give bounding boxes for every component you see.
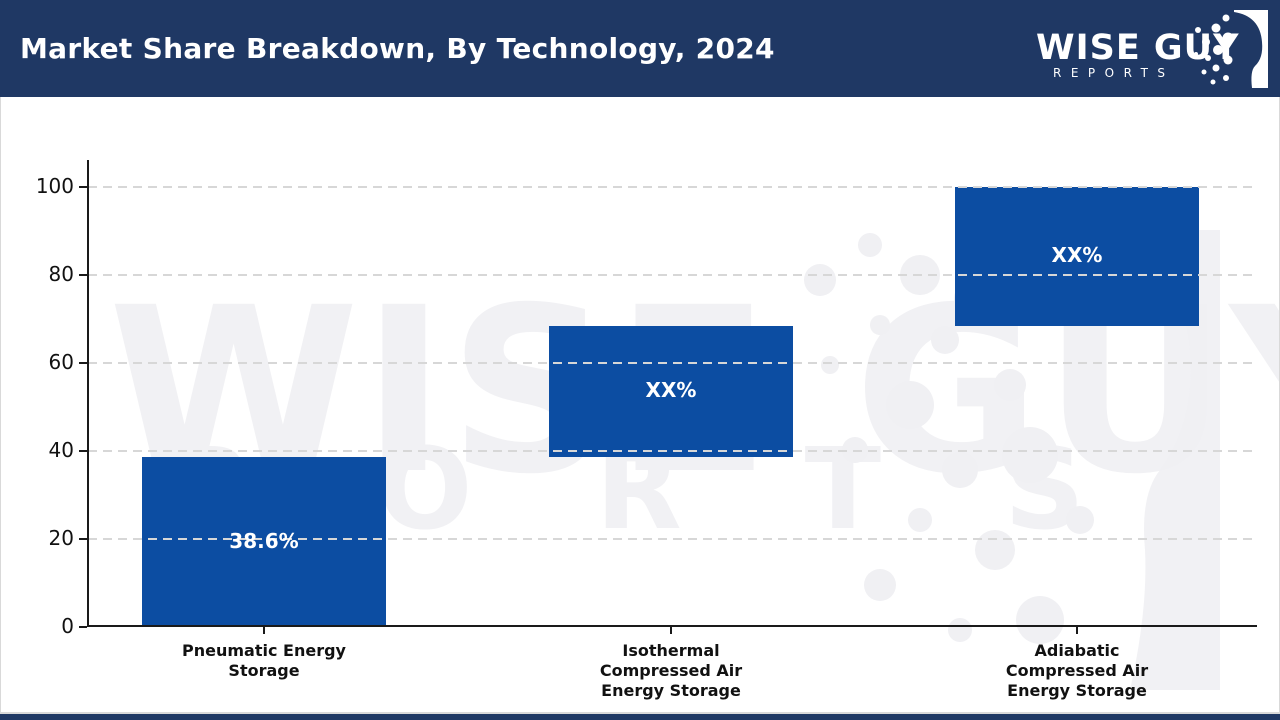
- y-tick-label: 0: [61, 614, 74, 638]
- bar-value-label: XX%: [645, 378, 697, 403]
- y-tick-label: 20: [48, 526, 74, 550]
- bar-2: [549, 325, 793, 458]
- footer-bar: [0, 714, 1280, 720]
- logo-wiseguy-text: WISE GUY: [1036, 28, 1240, 68]
- gridline-100: [88, 186, 1257, 188]
- y-tick-label: 80: [48, 262, 74, 286]
- x-axis-spine: [87, 625, 1257, 627]
- y-tick-mark: [79, 626, 87, 628]
- y-tick-label: 100: [35, 174, 74, 198]
- y-tick-mark: [79, 538, 87, 540]
- plot-area: 0 20 40 60 80 100 38.6% Pneumatic Energy Storag…: [0, 97, 1280, 720]
- y-tick-label: 60: [48, 350, 74, 374]
- y-tick-mark: [79, 274, 87, 276]
- y-axis-spine: [87, 160, 89, 627]
- category-label: Adiabatic Compressed Air Energy Storage: [1005, 641, 1149, 700]
- y-tick-mark: [79, 450, 87, 452]
- bar-value-label: 38.6%: [229, 529, 299, 554]
- gridline-60: [88, 362, 1257, 364]
- bar-3: [955, 187, 1199, 326]
- x-tick-mark: [263, 627, 265, 634]
- bar-value-label: XX%: [1051, 243, 1103, 268]
- category-label: Pneumatic Energy Storage: [182, 641, 346, 680]
- gridline-20: [88, 538, 1257, 540]
- y-tick-label: 40: [48, 438, 74, 462]
- logo-reports-text: REPORTS: [1053, 66, 1175, 80]
- logo-face-icon: [1187, 10, 1268, 88]
- y-tick-mark: [79, 362, 87, 364]
- category-label: Isothermal Compressed Air Energy Storage: [599, 641, 743, 700]
- footer-divider: [0, 712, 1280, 714]
- brand-logo: WISE GUY REPORTS: [1012, 6, 1268, 92]
- gridline-40: [88, 450, 1257, 452]
- x-tick-mark: [670, 627, 672, 634]
- watermark-face-dots: [804, 230, 1220, 690]
- x-tick-mark: [1076, 627, 1078, 634]
- bar-1: [142, 457, 386, 627]
- header-bar: Market Share Breakdown, By Technology, 2…: [0, 0, 1280, 97]
- left-border: [0, 97, 1, 714]
- gridline-80: [88, 274, 1257, 276]
- y-tick-mark: [79, 186, 87, 188]
- page-title: Market Share Breakdown, By Technology, 2…: [20, 32, 775, 65]
